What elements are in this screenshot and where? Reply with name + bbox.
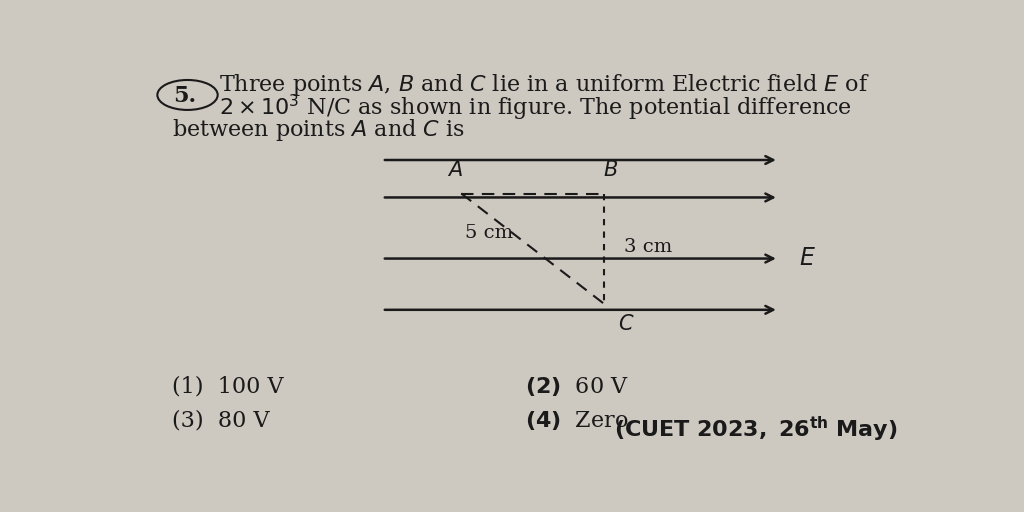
Text: $\mathbf{(CUET\ 2023,\ 26^{th}\ May)}$: $\mathbf{(CUET\ 2023,\ 26^{th}\ May)}$ <box>614 415 898 444</box>
Text: (3)  80 V: (3) 80 V <box>172 409 269 431</box>
Text: $\mathbf{(4)}$  Zero: $\mathbf{(4)}$ Zero <box>524 409 629 432</box>
Text: $A$: $A$ <box>447 160 463 180</box>
Text: 5 cm: 5 cm <box>465 224 513 242</box>
Text: (1)  100 V: (1) 100 V <box>172 376 284 398</box>
Text: $C$: $C$ <box>618 314 635 334</box>
Text: $B$: $B$ <box>603 160 618 180</box>
Text: between points $A$ and $C$ is: between points $A$ and $C$ is <box>172 117 465 143</box>
Text: $E$: $E$ <box>799 247 815 270</box>
Text: 3 cm: 3 cm <box>624 238 672 255</box>
Text: $2 \times 10^3$ N/C as shown in figure. The potential difference: $2 \times 10^3$ N/C as shown in figure. … <box>219 93 852 123</box>
Text: Three points $A$, $B$ and $C$ lie in a uniform Electric field $E$ of: Three points $A$, $B$ and $C$ lie in a u… <box>219 72 870 98</box>
Text: $\mathbf{(2)}$  60 V: $\mathbf{(2)}$ 60 V <box>524 375 629 398</box>
Text: 5.: 5. <box>174 85 197 107</box>
